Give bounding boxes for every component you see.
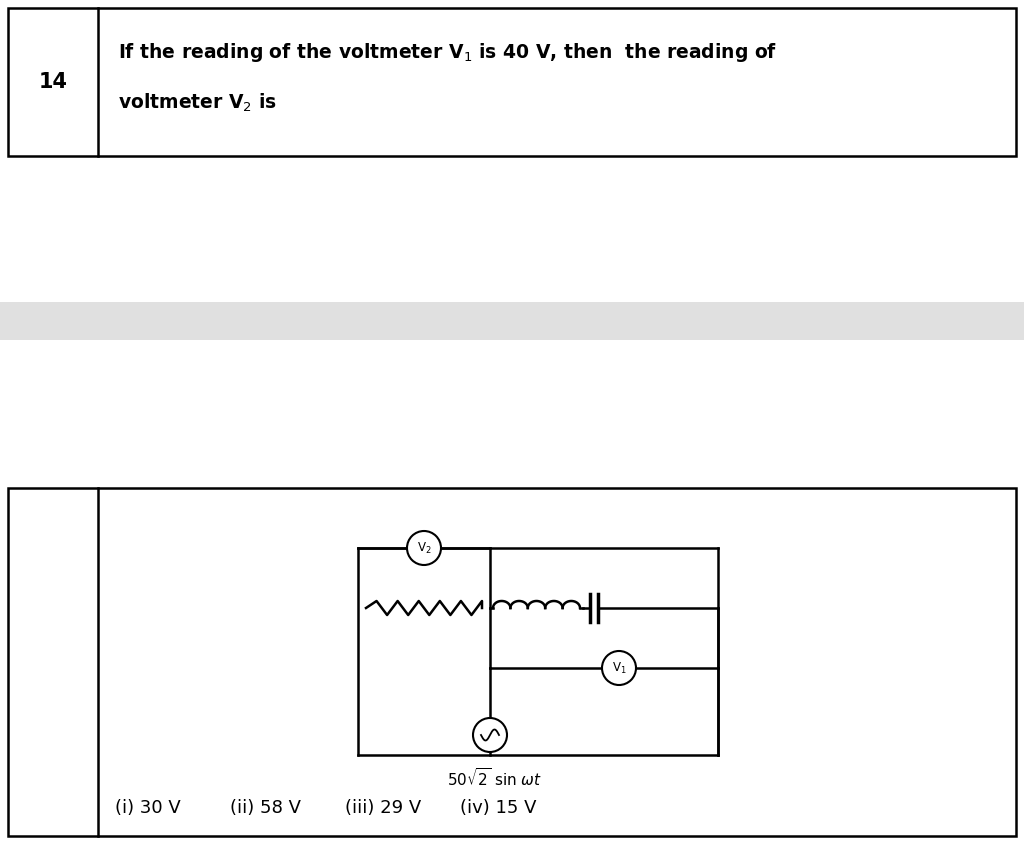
Text: V$_2$: V$_2$	[417, 541, 431, 556]
Bar	[8, 488, 1016, 836]
Text: (ii) 58 V: (ii) 58 V	[230, 799, 301, 817]
Circle shape	[473, 718, 507, 752]
Circle shape	[602, 651, 636, 685]
Text: If the reading of the voltmeter V$_1$ is 40 V, then  the reading of: If the reading of the voltmeter V$_1$ is…	[118, 41, 777, 64]
Circle shape	[407, 531, 441, 565]
Text: voltmeter V$_2$ is: voltmeter V$_2$ is	[118, 92, 278, 114]
Bar	[0, 302, 1024, 340]
Text: V$_1$: V$_1$	[611, 661, 627, 676]
Text: (iii) 29 V: (iii) 29 V	[345, 799, 421, 817]
Bar	[8, 8, 1016, 156]
Text: $50\sqrt{2}$ sin $\omega t$: $50\sqrt{2}$ sin $\omega t$	[447, 767, 543, 789]
Text: (i) 30 V: (i) 30 V	[115, 799, 181, 817]
Text: (iv) 15 V: (iv) 15 V	[460, 799, 537, 817]
Text: 14: 14	[39, 72, 68, 92]
